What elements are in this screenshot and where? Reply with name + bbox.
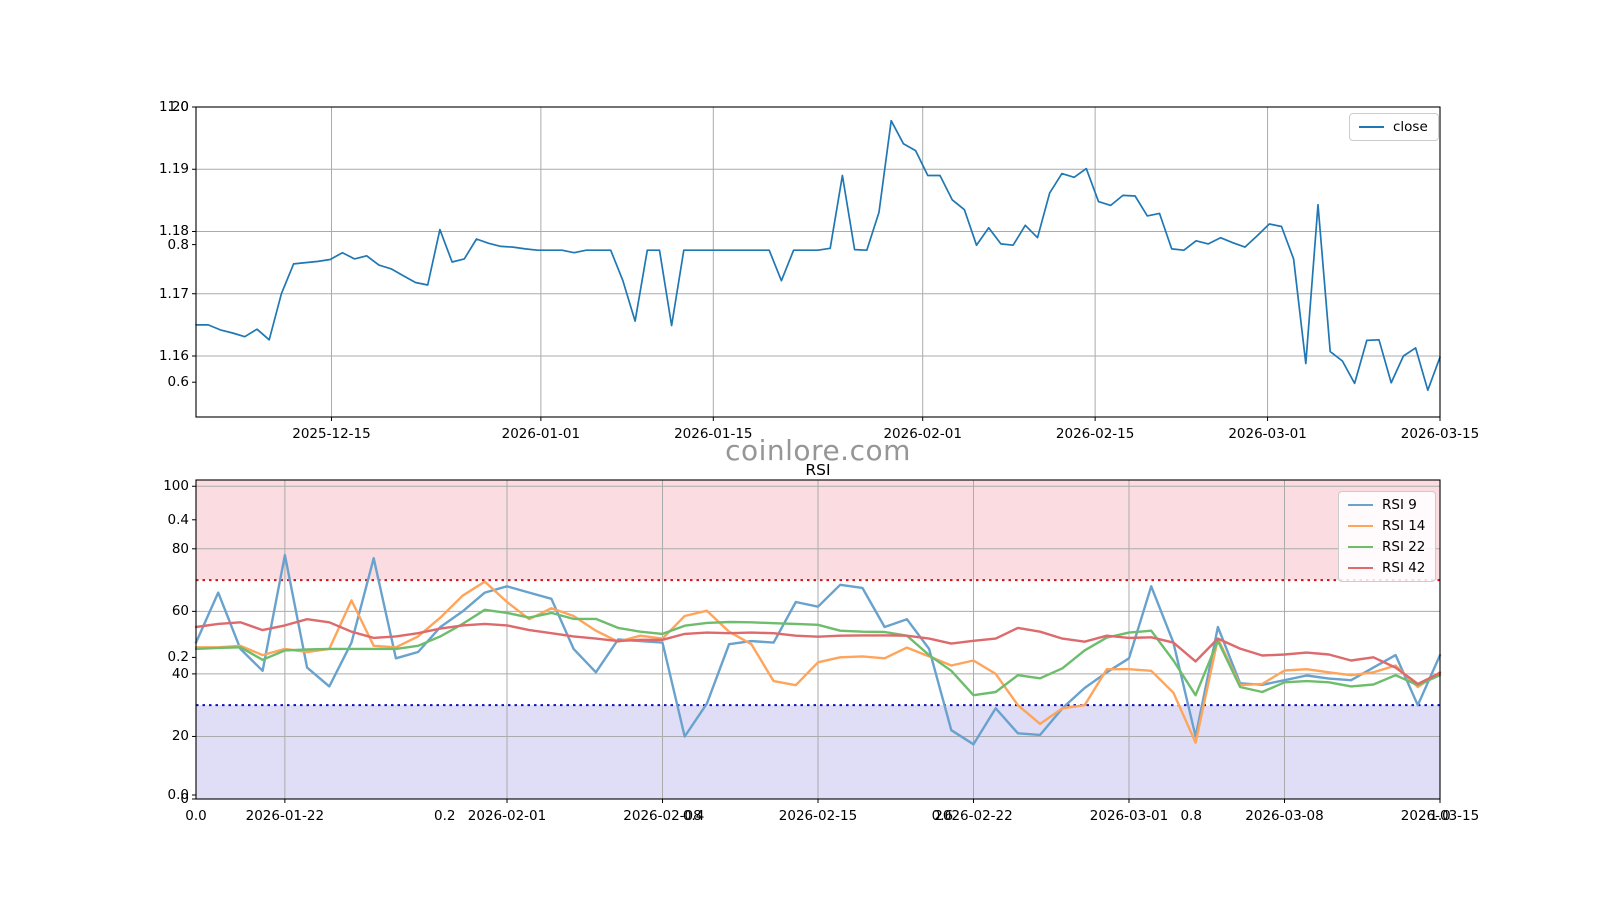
rsi9-line-swatch-icon [1348,503,1373,507]
legend-item-close: close [1359,119,1428,135]
close-line-swatch-icon [1359,125,1384,129]
rsi14-line-swatch-icon [1348,524,1373,528]
axes-border [195,106,1441,418]
legend-item-rsi22: RSI 22 [1348,539,1425,555]
rsi-42-line [194,618,1442,686]
axes-border [195,479,1441,800]
legend-item-rsi14: RSI 14 [1348,518,1425,534]
legend-label-rsi42: RSI 42 [1382,560,1426,576]
legend-item-rsi42: RSI 42 [1348,560,1425,576]
rsi42-line-swatch-icon [1348,566,1373,570]
legend-item-rsi9: RSI 9 [1348,497,1425,513]
legend-label-rsi22: RSI 22 [1382,539,1426,555]
rsi-legend: RSI 9 RSI 14 RSI 22 RSI 42 [1338,491,1437,582]
rsi-9-line [194,553,1442,746]
legend-label-rsi9: RSI 9 [1382,497,1417,513]
watermark: coinlore.com [725,434,911,467]
legend-label-close: close [1393,119,1428,135]
price-legend: close [1349,113,1439,141]
rsi-22-line [194,608,1442,697]
rsi-subplot-title: RSI [805,461,831,479]
legend-label-rsi14: RSI 14 [1382,518,1426,534]
close-line [195,119,1441,392]
rsi22-line-swatch-icon [1348,545,1373,549]
